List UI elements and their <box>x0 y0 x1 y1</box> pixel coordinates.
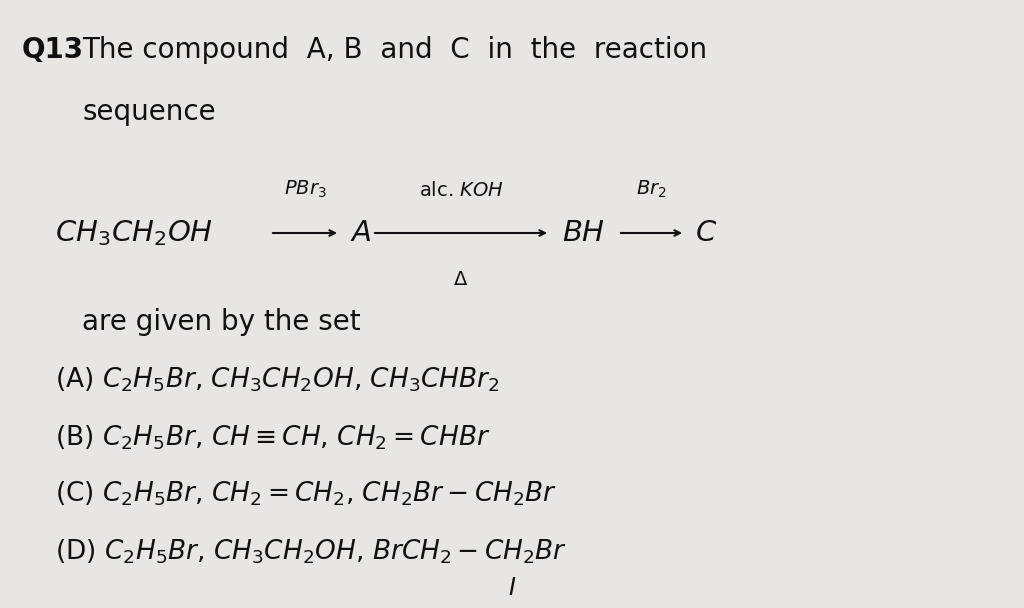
Text: alc. $KOH$: alc. $KOH$ <box>419 181 504 200</box>
Text: $A$: $A$ <box>350 219 372 247</box>
Text: The compound  A, B  and  C  in  the  reaction: The compound A, B and C in the reaction <box>82 36 708 64</box>
Text: Q13: Q13 <box>22 36 84 64</box>
Text: $PBr_3$: $PBr_3$ <box>284 179 327 200</box>
Text: $I$: $I$ <box>508 576 516 600</box>
Text: $\Delta$: $\Delta$ <box>454 270 469 289</box>
Text: are given by the set: are given by the set <box>82 308 360 336</box>
Text: (C) $C_2H_5Br$, $CH_2=CH_2$, $CH_2Br-CH_2Br$: (C) $C_2H_5Br$, $CH_2=CH_2$, $CH_2Br-CH_… <box>55 480 557 508</box>
Text: $C$: $C$ <box>695 219 717 247</box>
Text: $BH$: $BH$ <box>562 219 605 247</box>
Text: (A) $C_2H_5Br$, $CH_3CH_2OH$, $CH_3CHBr_2$: (A) $C_2H_5Br$, $CH_3CH_2OH$, $CH_3CHBr_… <box>55 366 500 395</box>
Text: $Br_2$: $Br_2$ <box>636 179 667 200</box>
Text: $CH_3CH_2OH$: $CH_3CH_2OH$ <box>55 218 213 248</box>
Text: (D) $C_2H_5Br$, $CH_3CH_2OH$, $BrCH_2-CH_2Br$: (D) $C_2H_5Br$, $CH_3CH_2OH$, $BrCH_2-CH… <box>55 538 567 567</box>
Text: sequence: sequence <box>82 98 216 126</box>
Text: (B) $C_2H_5Br$, $CH\equiv CH$, $CH_2=CHBr$: (B) $C_2H_5Br$, $CH\equiv CH$, $CH_2=CHB… <box>55 423 490 452</box>
